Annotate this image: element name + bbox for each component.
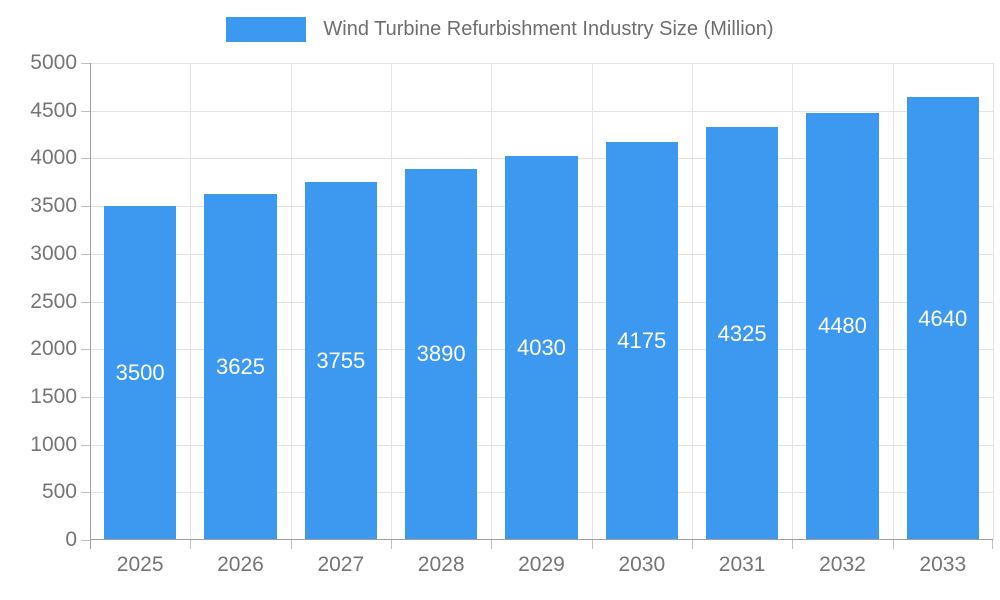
y-axis-tick (81, 492, 90, 494)
y-axis-tick (81, 396, 90, 398)
category-cell: 4325 2031 (692, 63, 792, 576)
bar-value-label: 4480 (817, 313, 867, 339)
legend-label: Wind Turbine Refurbishment Industry Size… (323, 18, 774, 40)
bar[interactable]: 4175 (605, 141, 678, 540)
category-cell: 3625 2026 (190, 63, 290, 576)
x-axis-tick (390, 540, 392, 549)
y-tick-label: 3500 (30, 194, 77, 218)
x-gridline (591, 63, 593, 540)
x-tick-label: 2025 (116, 553, 164, 576)
y-tick-label: 1000 (30, 432, 77, 456)
bar-value-label: 4030 (516, 334, 566, 360)
bar[interactable]: 4480 (806, 112, 879, 540)
y-axis-tick (81, 540, 90, 541)
x-gridline (290, 63, 292, 540)
x-gridline (491, 63, 493, 540)
y-axis-line (90, 63, 91, 549)
legend-item[interactable]: Wind Turbine Refurbishment Industry Size… (0, 17, 1000, 42)
y-tick-label: 500 (41, 480, 77, 504)
x-tick-label: 2032 (819, 553, 866, 576)
x-gridline (892, 63, 894, 540)
bar-value-label: 3500 (115, 360, 165, 386)
y-axis-tick (81, 206, 90, 208)
x-tick-label: 2027 (317, 553, 365, 576)
x-axis-tick (591, 540, 593, 549)
bar[interactable]: 3500 (104, 206, 177, 540)
y-axis-tick (81, 63, 90, 64)
bar[interactable]: 4325 (706, 127, 779, 540)
legend-swatch-icon (226, 17, 307, 42)
y-axis-tick (81, 253, 90, 255)
y-tick-label: 4500 (30, 98, 77, 122)
bar-value-label: 3890 (416, 341, 466, 367)
y-axis-tick (81, 158, 90, 160)
category-cell: 4175 2030 (592, 63, 692, 576)
x-gridline (390, 63, 392, 540)
bar-value-label: 3755 (316, 347, 366, 373)
x-gridline (691, 63, 693, 540)
category-cell: 4030 2029 (491, 63, 591, 576)
x-axis-tick (491, 540, 493, 549)
x-tick-label: 2031 (718, 553, 766, 576)
x-tick-label: 2030 (618, 553, 666, 576)
bar-value-label: 4640 (918, 305, 968, 331)
x-axis-tick (892, 540, 894, 549)
bar[interactable]: 3625 (204, 194, 277, 540)
y-axis-tick (81, 110, 90, 112)
category-cell: 4480 2032 (792, 63, 892, 576)
x-axis-tick (290, 540, 292, 549)
y-tick-label: 4000 (30, 146, 77, 170)
category-cell: 3890 2028 (391, 63, 491, 576)
y-tick-label: 0 (65, 528, 77, 551)
plot-area: 0 500 1000 1500 2000 2500 3000 3500 4000 4500 5000… (30, 51, 994, 576)
x-tick-label: 2033 (919, 553, 967, 576)
y-tick-label: 2000 (30, 337, 77, 361)
x-gridline (190, 63, 192, 540)
y-axis-tick (81, 349, 90, 351)
bar[interactable]: 3890 (405, 168, 478, 540)
y-axis-tick (81, 444, 90, 446)
y-gridline (90, 110, 993, 112)
y-tick-label: 1500 (30, 384, 77, 408)
x-axis-tick (992, 540, 993, 549)
bar[interactable]: 4640 (906, 97, 979, 540)
y-tick-label: 2500 (30, 289, 77, 313)
category-cell: 3755 2027 (291, 63, 391, 576)
x-tick-label: 2026 (217, 553, 264, 576)
x-axis-line (90, 539, 993, 540)
category-cell: 3500 2025 (90, 63, 190, 576)
bar-value-label: 4175 (617, 327, 667, 353)
y-axis-tick (81, 301, 90, 303)
bar-value-label: 4325 (717, 320, 767, 346)
x-axis-tick (792, 540, 794, 549)
y-tick-label: 3000 (30, 241, 77, 265)
x-gridline (792, 63, 794, 540)
y-tick-label: 5000 (30, 51, 77, 74)
x-tick-label: 2029 (518, 553, 565, 576)
x-axis-tick (190, 540, 192, 549)
bar-value-label: 3625 (215, 354, 265, 380)
x-axis-tick (691, 540, 693, 549)
x-gridline (993, 63, 994, 540)
bars-row: 3500 2025 3625 2026 3755 2027 3890 2028 4030 2029… (90, 63, 993, 576)
x-tick-label: 2028 (417, 553, 465, 576)
y-gridline (90, 63, 993, 64)
category-cell: 4640 2033 (893, 63, 993, 576)
bar[interactable]: 3755 (304, 181, 377, 540)
bar[interactable]: 4030 (505, 155, 578, 540)
